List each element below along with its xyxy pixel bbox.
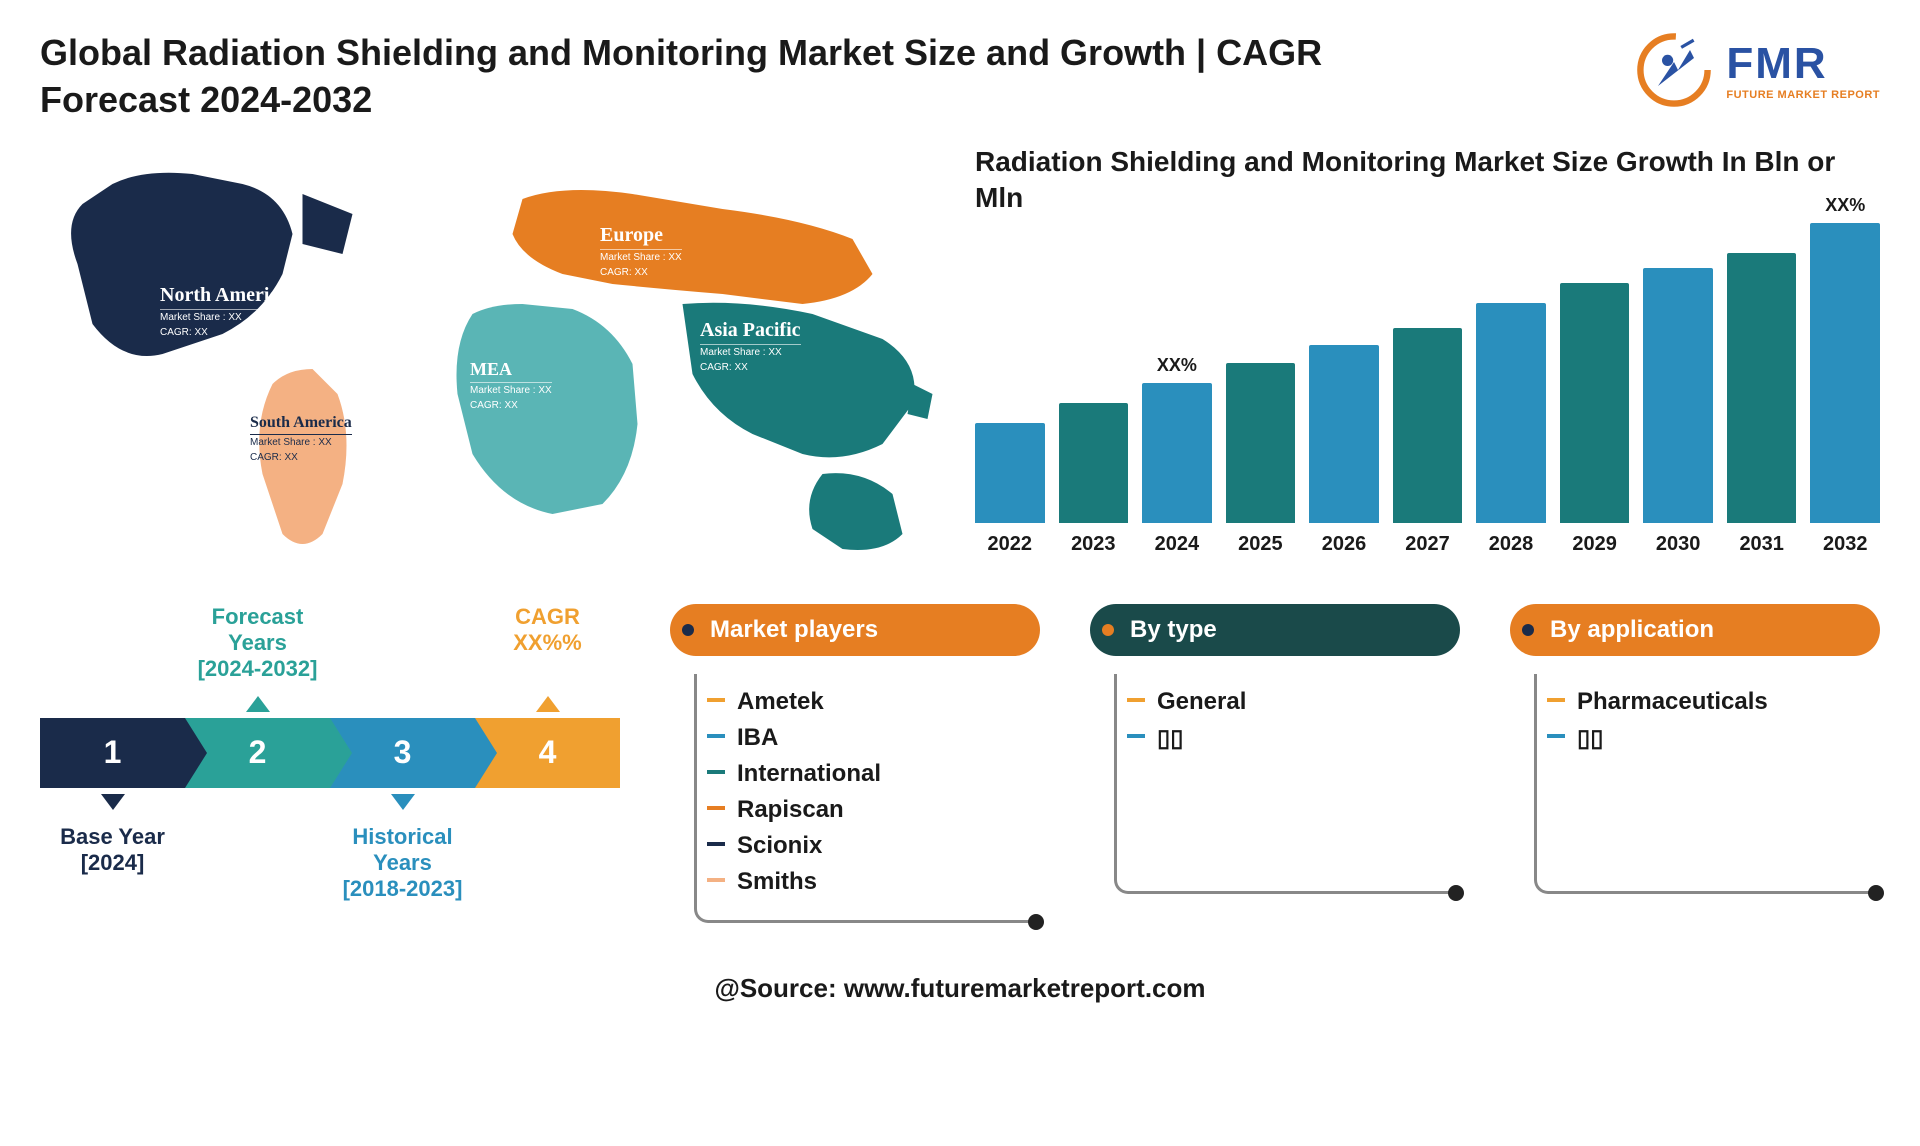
pill-dot-icon: [682, 624, 694, 636]
triangle-up-icon: [536, 696, 560, 712]
pill-by-application: By application Pharmaceuticals▯▯: [1510, 604, 1880, 894]
bar-2022: 2022: [975, 423, 1045, 556]
triangle-down-icon: [391, 794, 415, 810]
pill-dot-icon: [1522, 624, 1534, 636]
world-map: North America Market Share : XX CAGR: XX…: [40, 144, 945, 564]
logo-text-big: FMR: [1726, 39, 1880, 89]
bar-2027: 2027: [1393, 328, 1463, 556]
logo: FMR FUTURE MARKET REPORT: [1634, 30, 1880, 110]
list-item: Scionix: [737, 828, 1020, 864]
logo-icon: [1634, 30, 1714, 110]
bar-year-label: 2024: [1155, 533, 1200, 556]
bar-2026: 2026: [1309, 345, 1379, 556]
bar: [1643, 268, 1713, 523]
triangle-up-icon: [246, 696, 270, 712]
bar-2030: 2030: [1643, 268, 1713, 556]
region-label-sa: South America Market Share : XX CAGR: XX: [250, 414, 352, 463]
timeline-label-bottom: [185, 824, 330, 902]
pill-list: AmetekIBAInternationalRapiscanScionixSmi…: [694, 674, 1040, 923]
list-item: ▯▯: [1577, 720, 1860, 757]
pill-header: By type: [1090, 604, 1460, 656]
bar: [1727, 253, 1797, 523]
list-item: Ametek: [737, 684, 1020, 720]
bar-year-label: 2032: [1823, 533, 1868, 556]
bar-year-label: 2026: [1322, 533, 1367, 556]
bar: [1810, 223, 1880, 523]
list-item: Rapiscan: [737, 792, 1020, 828]
timeline-label-bottom: [475, 824, 620, 902]
timeline-label-top: [40, 604, 185, 682]
timeline-label-bottom: Historical Years[2018-2023]: [330, 824, 475, 902]
pill-header: By application: [1510, 604, 1880, 656]
list-item: IBA: [737, 720, 1020, 756]
bar: [1560, 283, 1630, 523]
bar-pct-label: XX%: [1825, 195, 1865, 216]
bar: [1393, 328, 1463, 523]
triangle-down-icon: [101, 794, 125, 810]
bar: [1476, 303, 1546, 523]
bar-year-label: 2030: [1656, 533, 1701, 556]
logo-text-small: FUTURE MARKET REPORT: [1726, 89, 1880, 101]
page-title: Global Radiation Shielding and Monitorin…: [40, 30, 1340, 124]
bar: [1059, 403, 1129, 523]
pill-dot-icon: [1102, 624, 1114, 636]
bar-2032: XX%2032: [1810, 223, 1880, 556]
bar-year-label: 2027: [1405, 533, 1450, 556]
pill-list: General▯▯: [1114, 674, 1460, 894]
region-label-mea: MEA Market Share : XX CAGR: XX: [470, 359, 552, 411]
timeline-segment: 1: [40, 718, 185, 788]
chart-title: Radiation Shielding and Monitoring Marke…: [975, 144, 1880, 217]
source-text: @Source: www.futuremarketreport.com: [40, 973, 1880, 1004]
list-item: Smiths: [737, 864, 1020, 900]
bar-year-label: 2029: [1572, 533, 1617, 556]
pill-title: By application: [1550, 616, 1714, 644]
bar-year-label: 2023: [1071, 533, 1116, 556]
timeline: Forecast Years[2024-2032]CAGRXX%% 1234 B…: [40, 604, 620, 902]
bar: [1309, 345, 1379, 523]
bar-2024: XX%2024: [1142, 383, 1212, 556]
bar: [1142, 383, 1212, 523]
region-label-eu: Europe Market Share : XX CAGR: XX: [600, 224, 682, 278]
pill-title: By type: [1130, 616, 1217, 644]
timeline-label-top: [330, 604, 475, 682]
region-label-na: North America Market Share : XX CAGR: XX: [160, 284, 288, 338]
bar-pct-label: XX%: [1157, 355, 1197, 376]
bar-2031: 2031: [1727, 253, 1797, 556]
region-label-ap: Asia Pacific Market Share : XX CAGR: XX: [700, 319, 801, 373]
bar-year-label: 2022: [988, 533, 1033, 556]
map-svg: [40, 144, 945, 564]
bar-2023: 2023: [1059, 403, 1129, 556]
pill-by-type: By type General▯▯: [1090, 604, 1460, 894]
bar-chart-section: Radiation Shielding and Monitoring Marke…: [975, 144, 1880, 564]
bar-2028: 2028: [1476, 303, 1546, 556]
bar: [1226, 363, 1296, 523]
list-item: Pharmaceuticals: [1577, 684, 1860, 720]
pill-list: Pharmaceuticals▯▯: [1534, 674, 1880, 894]
bar-year-label: 2025: [1238, 533, 1283, 556]
bar: [975, 423, 1045, 523]
timeline-label-top: CAGRXX%%: [475, 604, 620, 682]
bar-year-label: 2028: [1489, 533, 1534, 556]
timeline-label-bottom: Base Year[2024]: [40, 824, 185, 902]
list-item: International: [737, 756, 1020, 792]
list-item: General: [1157, 684, 1440, 720]
pill-header: Market players: [670, 604, 1040, 656]
pill-title: Market players: [710, 616, 878, 644]
bar-2025: 2025: [1226, 363, 1296, 556]
list-item: ▯▯: [1157, 720, 1440, 757]
bar-2029: 2029: [1560, 283, 1630, 556]
pill-market-players: Market players AmetekIBAInternationalRapi…: [670, 604, 1040, 923]
bar-chart: 20222023XX%20242025202620272028202920302…: [975, 236, 1880, 556]
bar-year-label: 2031: [1739, 533, 1784, 556]
timeline-label-top: Forecast Years[2024-2032]: [185, 604, 330, 682]
